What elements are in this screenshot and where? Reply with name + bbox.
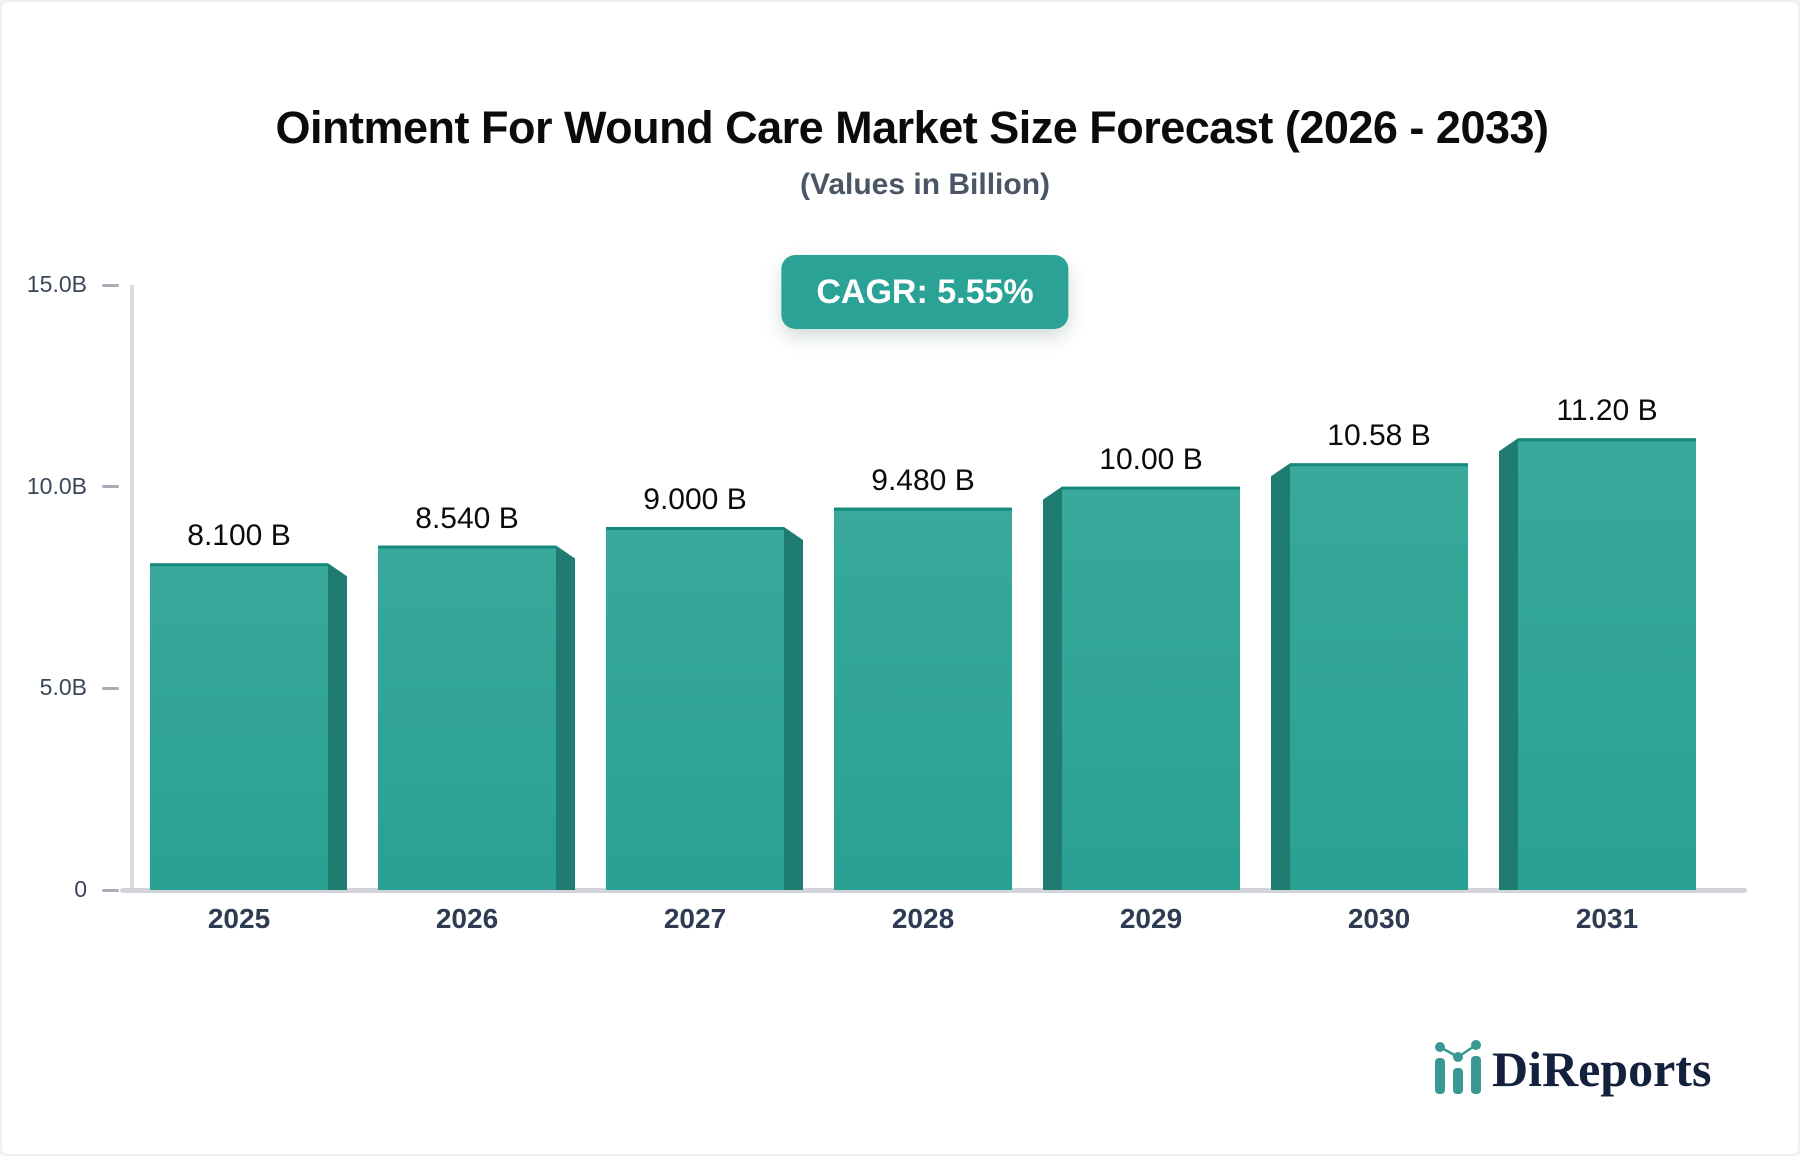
bar-top-edge [1518, 438, 1696, 442]
bar-side-face [1271, 463, 1290, 890]
bar-value-label: 9.000 B [643, 483, 747, 516]
bar-side-face [784, 527, 803, 890]
bar-front-face [834, 507, 1012, 890]
bar-value-label: 10.58 B [1327, 419, 1431, 453]
bar-2031[interactable] [1499, 438, 1696, 890]
bar-side-face [556, 545, 575, 890]
bar-front-face [1518, 438, 1696, 890]
brand-name: DiReports [1492, 1041, 1712, 1097]
y-axis-label: 15.0B [26, 271, 87, 297]
bar-side-face [1043, 486, 1062, 890]
y-axis-label: 10.0B [26, 472, 87, 499]
bar-2028[interactable] [834, 507, 1012, 890]
bar-front-face [1290, 463, 1468, 890]
x-axis-baseline [120, 888, 1747, 893]
bar-front-face [378, 545, 556, 890]
x-axis-label: 2031 [1575, 903, 1639, 934]
bar-2030[interactable] [1271, 463, 1468, 890]
bar-front-face [606, 527, 784, 890]
bar-top-edge [378, 545, 556, 549]
bar-2029[interactable] [1043, 486, 1240, 890]
bar-side-face [1499, 438, 1518, 890]
y-axis-tick [102, 283, 119, 287]
bar-top-edge [1290, 463, 1468, 467]
bar-value-label: 11.20 B [1556, 394, 1658, 428]
y-axis-tick [102, 888, 119, 892]
y-axis-tick [102, 485, 119, 489]
bar-value-label: 10.00 B [1099, 442, 1203, 476]
x-axis-label: 2030 [1347, 903, 1411, 934]
x-axis-label: 2028 [891, 903, 955, 934]
x-axis-label: 2025 [207, 903, 271, 934]
bar-value-label: 8.100 B [187, 519, 291, 553]
bar-value-label: 9.480 B [871, 463, 975, 497]
y-axis-tick [102, 686, 119, 690]
bar-top-edge [834, 507, 1012, 511]
y-axis-label: 0 [74, 876, 87, 902]
bar-2027[interactable] [606, 527, 803, 890]
bar-value-label: 8.540 B [415, 501, 519, 535]
x-axis-label: 2027 [663, 903, 727, 934]
bar-2026[interactable] [378, 545, 575, 890]
bar-front-face [1062, 486, 1240, 890]
bar-top-edge [1062, 486, 1240, 490]
brand-logo: DiReports [1432, 1038, 1711, 1094]
bar-side-face [328, 563, 347, 890]
bar-top-edge [606, 527, 784, 530]
x-axis-label: 2029 [1119, 903, 1183, 934]
bar-front-face [150, 563, 328, 890]
bar-top-edge [150, 563, 328, 567]
y-axis-line [130, 285, 134, 890]
bar-2025[interactable] [150, 563, 347, 890]
y-axis-label: 5.0B [39, 674, 87, 701]
x-axis-label: 2026 [435, 903, 499, 934]
chart-title: Ointment For Wound Care Market Size Fore… [275, 102, 1549, 153]
bar-chart-logo-icon [1435, 1040, 1481, 1094]
cagr-badge: CAGR: 5.55% [781, 255, 1069, 329]
chart-subtitle: (Values in Billion) [799, 168, 1051, 201]
